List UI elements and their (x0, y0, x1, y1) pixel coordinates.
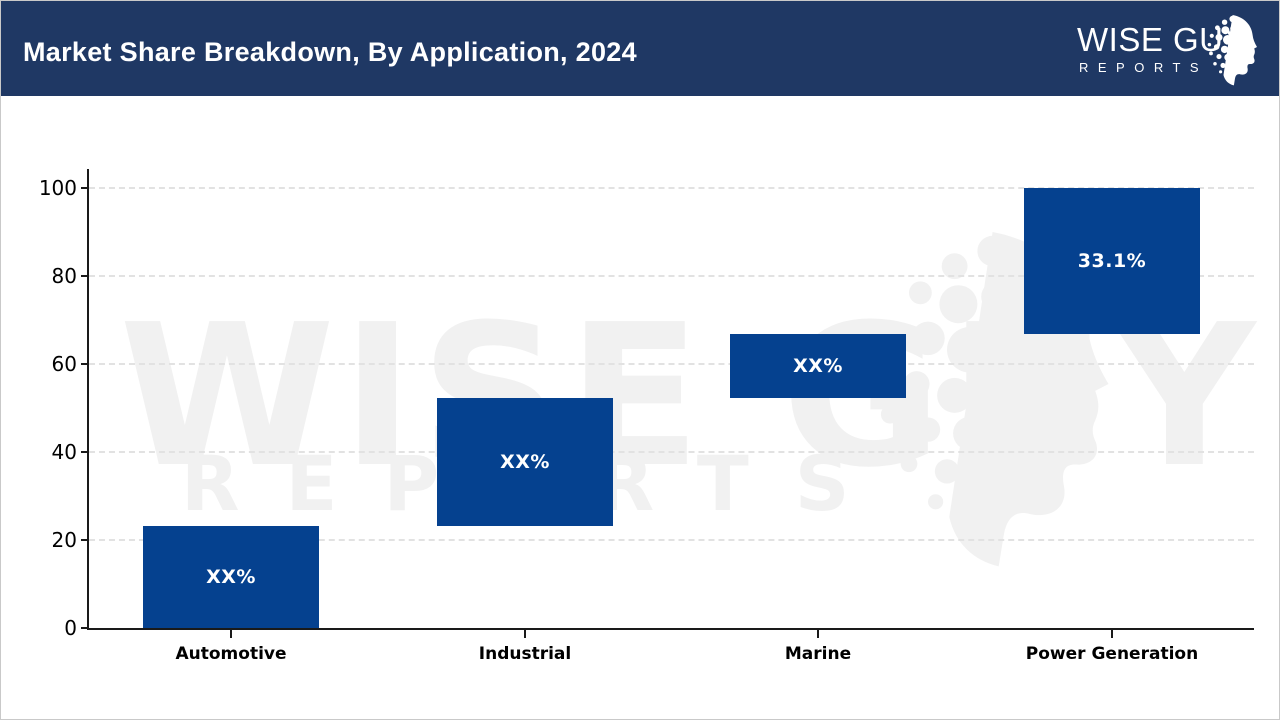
y-axis-tick-label: 40 (51, 440, 77, 464)
head-profile-icon (1207, 15, 1257, 86)
x-axis-tick (230, 630, 232, 638)
gridline (89, 539, 1254, 541)
x-axis-tick (1111, 630, 1113, 638)
gridline (89, 187, 1254, 189)
y-axis-tick (81, 539, 89, 541)
bar-value-label: XX% (793, 354, 843, 377)
y-axis-tick-label: 100 (38, 176, 77, 200)
bar-industrial: XX% (437, 397, 613, 526)
chart-plot-area: 0 20 40 60 80 100 XX% Automotive XX% Industrial XX… (1, 96, 1279, 719)
gridline (89, 363, 1254, 365)
wise-guy-reports-logo: WISE GUY REPORTS (1019, 5, 1269, 93)
logo-subtitle: REPORTS (1079, 60, 1209, 75)
x-axis-tick (817, 630, 819, 638)
y-axis-tick-label: 20 (51, 528, 77, 552)
bar-value-label: XX% (206, 565, 256, 588)
y-axis-tick-label: 80 (51, 264, 77, 288)
y-axis-tick-label: 0 (64, 616, 77, 640)
bar-automotive: XX% (143, 525, 319, 628)
y-axis-tick (81, 627, 89, 629)
x-axis-category-label: Marine (784, 644, 852, 664)
y-axis-line (87, 169, 89, 630)
bar-marine: XX% (730, 333, 906, 398)
x-axis-category-label: Power Generation (1025, 644, 1199, 664)
header-bar: Market Share Breakdown, By Application, … (1, 1, 1279, 96)
y-axis-tick (81, 187, 89, 189)
page-title: Market Share Breakdown, By Application, … (23, 37, 637, 67)
x-axis-line (87, 628, 1254, 630)
y-axis-tick (81, 451, 89, 453)
y-axis-tick-label: 60 (51, 352, 77, 376)
bar-value-label: 33.1% (1077, 249, 1147, 272)
y-axis-tick (81, 363, 89, 365)
bar-value-label: XX% (500, 450, 550, 473)
gridline (89, 275, 1254, 277)
x-axis-category-label: Automotive (175, 644, 287, 664)
x-axis-category-label: Industrial (478, 644, 572, 664)
y-axis-tick (81, 275, 89, 277)
gridline (89, 451, 1254, 453)
bar-power-generation: 33.1% (1024, 188, 1200, 334)
x-axis-tick (524, 630, 526, 638)
